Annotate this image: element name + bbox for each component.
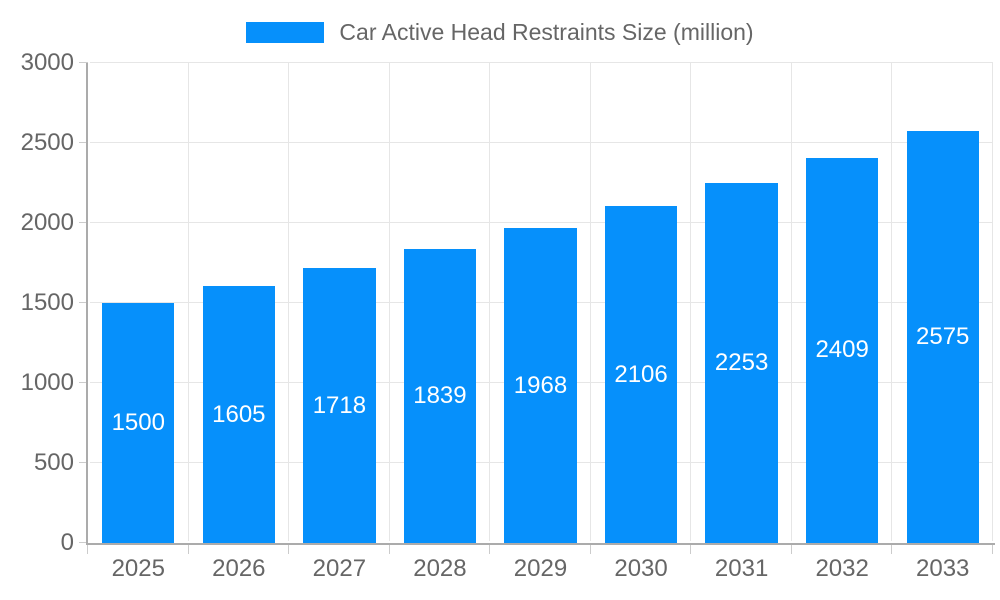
x-tick-mark	[187, 545, 189, 554]
x-axis-line	[86, 543, 995, 545]
x-tick-label-2027: 2027	[312, 555, 367, 582]
bar-2029[interactable]	[504, 228, 577, 543]
legend-label: Car Active Head Restraints Size (million…	[339, 19, 754, 45]
bar-2033[interactable]	[906, 131, 979, 543]
x-gridline	[388, 63, 390, 541]
y-tick-mark	[79, 382, 88, 383]
y-tick-label: 1500	[20, 289, 74, 316]
legend-marker-icon	[246, 21, 325, 43]
x-gridline	[489, 63, 491, 541]
y-tick-mark	[79, 62, 88, 63]
y-tick-label: 2500	[20, 129, 74, 156]
x-tick-mark	[891, 545, 893, 554]
y-tick-label: 2000	[20, 209, 74, 236]
x-tick-label-2030: 2030	[614, 555, 668, 582]
y-axis-line	[86, 63, 88, 545]
y-gridline	[90, 222, 993, 223]
y-gridline	[90, 142, 993, 143]
x-tick-label-2031: 2031	[714, 555, 769, 582]
chart-legend[interactable]: Car Active Head Restraints Size (million…	[0, 18, 1000, 46]
bar-2032[interactable]	[805, 157, 879, 543]
bar-value-2028: 1839	[413, 381, 467, 409]
x-tick-mark	[992, 545, 993, 554]
bar-value-2031: 2253	[714, 348, 769, 376]
y-tick-label: 500	[33, 449, 74, 476]
x-gridline	[891, 63, 893, 541]
y-gridline	[90, 62, 993, 63]
x-tick-label-2033: 2033	[916, 555, 970, 582]
x-gridline	[690, 63, 692, 541]
x-tick-label-2029: 2029	[513, 555, 568, 582]
bar-value-2025: 1500	[111, 409, 165, 436]
x-gridline	[790, 63, 792, 541]
x-gridline	[589, 63, 591, 541]
bar-2027[interactable]	[303, 268, 376, 543]
x-gridline	[288, 63, 290, 541]
x-tick-mark	[288, 545, 290, 554]
bar-2026[interactable]	[202, 286, 276, 543]
y-tick-mark	[79, 302, 88, 303]
y-tick-mark	[79, 142, 88, 143]
x-tick-mark	[690, 545, 692, 554]
x-tick-mark	[790, 545, 792, 554]
y-tick-label: 1000	[20, 369, 74, 396]
x-gridline	[187, 63, 189, 541]
y-tick-mark	[79, 462, 88, 463]
x-tick-mark	[489, 545, 491, 554]
bar-value-2033: 2575	[916, 323, 970, 350]
bar-2028[interactable]	[403, 248, 477, 543]
x-gridline	[992, 63, 993, 541]
bar-2030[interactable]	[604, 206, 678, 543]
x-tick-mark	[388, 545, 390, 554]
bar-2031[interactable]	[705, 182, 778, 543]
bar-value-2027: 1718	[312, 391, 367, 419]
bar-2025[interactable]	[102, 303, 175, 543]
y-tick-mark	[79, 542, 88, 543]
y-tick-mark	[79, 222, 88, 223]
y-tick-label: 3000	[20, 49, 74, 76]
bar-value-2032: 2409	[815, 336, 869, 364]
bar-value-2026: 1605	[212, 400, 266, 428]
x-tick-label-2028: 2028	[413, 555, 467, 582]
x-tick-mark	[589, 545, 591, 554]
x-tick-mark	[87, 545, 88, 554]
x-tick-label-2026: 2026	[212, 555, 266, 582]
bar-value-2029: 1968	[513, 371, 568, 399]
x-tick-label-2032: 2032	[815, 555, 869, 582]
y-tick-label: 0	[60, 529, 74, 556]
bar-value-2030: 2106	[614, 360, 668, 388]
x-tick-label-2025: 2025	[111, 555, 165, 582]
